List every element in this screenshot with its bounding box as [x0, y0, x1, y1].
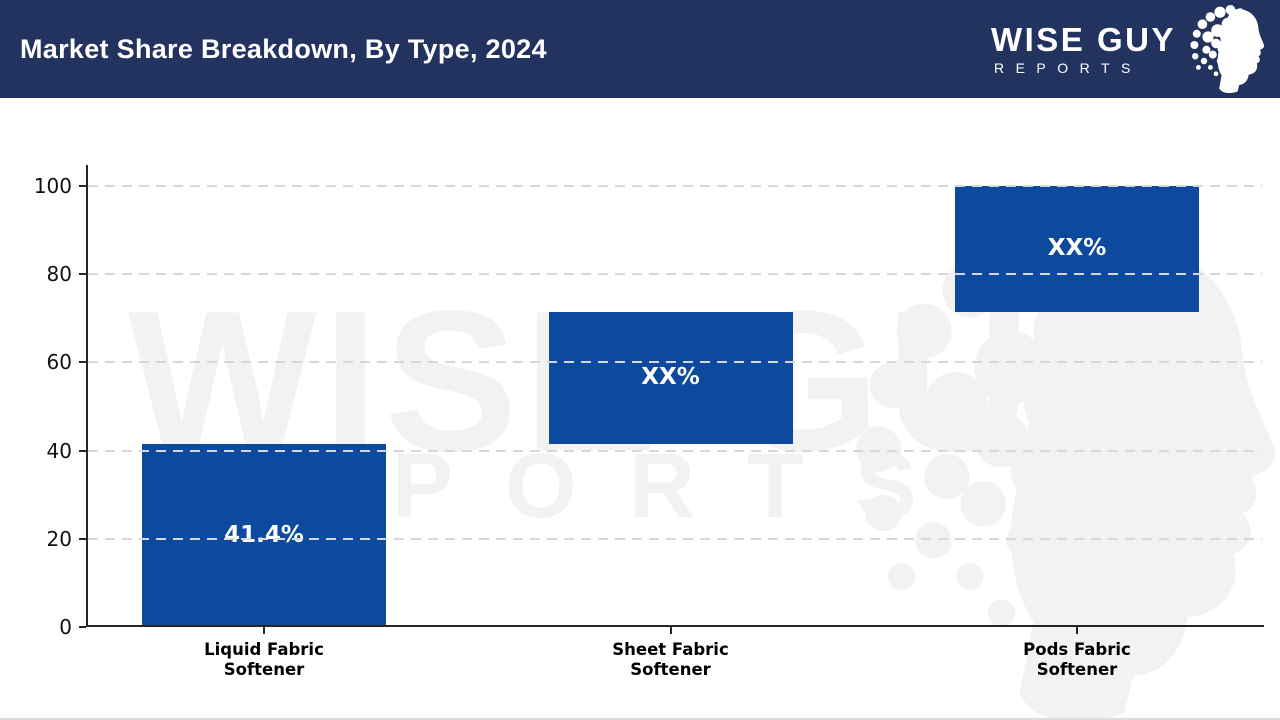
- bar-segment: 41.4%: [142, 444, 386, 627]
- gridline: [88, 273, 1262, 276]
- x-tick-mark: [669, 627, 672, 634]
- header-bar: Market Share Breakdown, By Type, 2024 WI…: [0, 0, 1280, 98]
- wise-guy-reports-logo: WISE GUY REPORTS: [991, 5, 1280, 93]
- logo-text: WISE GUY REPORTS: [991, 23, 1176, 75]
- y-tick-mark: [79, 537, 86, 540]
- category-label: Liquid Fabric Softener: [204, 640, 324, 679]
- bar-value-label: 41.4%: [224, 521, 304, 548]
- dotted-head-icon: [1190, 5, 1265, 93]
- y-tick-label: 0: [59, 615, 72, 639]
- bar-segment: XX%: [955, 186, 1199, 312]
- gridline: [88, 449, 1262, 452]
- y-tick-label: 80: [46, 262, 72, 287]
- bar-value-label: XX%: [641, 364, 700, 391]
- y-tick-mark: [79, 449, 86, 452]
- y-tick-mark: [79, 626, 86, 628]
- y-tick-mark: [79, 361, 86, 364]
- category-label: Sheet Fabric Softener: [612, 640, 729, 679]
- gridline: [88, 185, 1262, 187]
- y-axis: [86, 165, 88, 627]
- y-tick-mark: [79, 185, 86, 187]
- chart-title: Market Share Breakdown, By Type, 2024: [20, 33, 547, 64]
- logo-wordmark: WISE GUY: [990, 21, 1176, 58]
- gridline: [88, 361, 1262, 364]
- x-axis: [86, 625, 1264, 627]
- logo-subtitle: REPORTS: [993, 60, 1142, 76]
- y-tick-label: 100: [33, 174, 72, 198]
- y-tick-mark: [79, 273, 86, 276]
- y-tick-label: 60: [46, 350, 72, 375]
- category-label: Pods Fabric Softener: [1023, 640, 1131, 679]
- y-tick-label: 20: [46, 526, 72, 551]
- bar-segment: XX%: [548, 311, 793, 445]
- gridline: [88, 537, 1262, 540]
- plot-area: 0 20 40 60 80 100 41.4% XX% XX% Liquid Fabric Soft…: [0, 98, 1280, 718]
- bar-value-label: XX%: [1047, 234, 1107, 261]
- x-tick-mark: [263, 627, 265, 634]
- y-tick-label: 40: [46, 438, 72, 463]
- x-tick-mark: [1076, 627, 1078, 634]
